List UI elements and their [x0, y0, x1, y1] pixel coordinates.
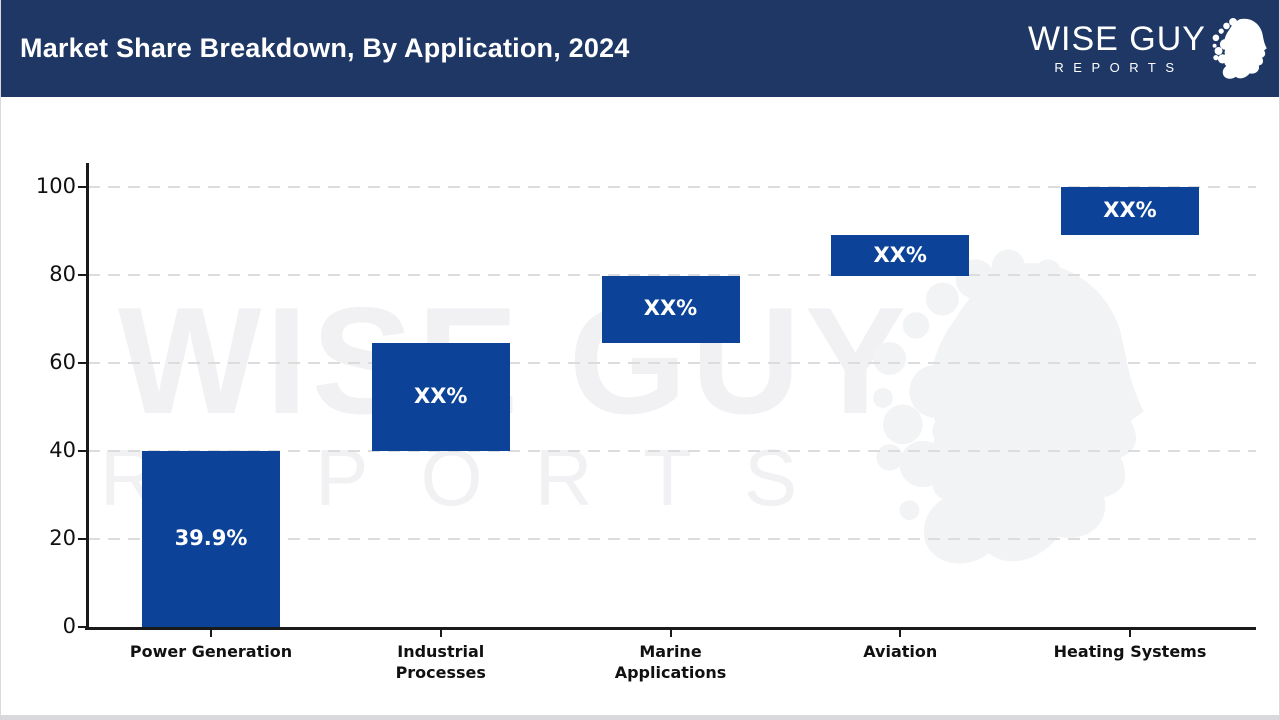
waterfall-chart: 0 20 40 60 80 100 39.9% Power Generation XX% Indu… — [0, 97, 1280, 715]
y-tick-60 — [78, 362, 86, 364]
bar-value-label: XX% — [414, 384, 468, 409]
bar-power-generation — [142, 451, 280, 627]
x-axis-line — [85, 627, 1256, 630]
watermark-head-profile-dots-icon — [850, 222, 1180, 607]
category-label-marine-applications: Marine Applications — [561, 641, 781, 683]
category-label-power-generation: Power Generation — [101, 641, 321, 662]
y-tick-label-40: 40 — [49, 438, 76, 462]
x-tick-3 — [899, 629, 902, 637]
watermark-brand-text: WISE GUY — [118, 276, 911, 446]
category-label-heating-systems: Heating Systems — [1020, 641, 1240, 662]
gridline-40 — [88, 450, 1256, 452]
category-label-line: Marine — [639, 642, 702, 661]
head-profile-dots-icon — [1208, 8, 1274, 90]
bar-value-label: XX% — [643, 296, 698, 321]
gridline-80 — [88, 274, 1256, 276]
y-tick-label-60: 60 — [49, 350, 76, 374]
bar-value-label: XX% — [1103, 198, 1157, 223]
y-tick-label-20: 20 — [49, 526, 76, 550]
bar-value-label: XX% — [873, 242, 927, 267]
category-label-line: Heating Systems — [1053, 642, 1207, 661]
category-label-line: Aviation — [863, 642, 938, 661]
category-label-industrial-processes: Industrial Processes — [331, 641, 551, 683]
x-tick-0 — [210, 629, 212, 637]
brand-logo: WISE GUY REPORTS — [1028, 8, 1280, 90]
bar-heating-systems — [1061, 187, 1199, 236]
x-tick-4 — [1129, 629, 1131, 637]
y-tick-label-100: 100 — [35, 174, 76, 198]
brand-name-label: WISE GUY — [1027, 20, 1206, 58]
brand-logo-text: WISE GUY REPORTS — [1028, 22, 1206, 75]
gridline-20 — [88, 538, 1256, 540]
bar-industrial-processes — [371, 342, 510, 452]
y-tick-label-0: 0 — [62, 614, 76, 638]
page-title: Market Share Breakdown, By Application, … — [20, 33, 630, 63]
footer-strip — [0, 715, 1280, 720]
y-tick-80 — [78, 274, 86, 276]
bar-marine-applications — [601, 275, 740, 343]
y-tick-0 — [78, 626, 86, 628]
header-bar: Market Share Breakdown, By Application, … — [0, 0, 1280, 97]
category-label-line: Power Generation — [129, 642, 293, 661]
y-tick-label-80: 80 — [49, 262, 76, 286]
y-tick-100 — [78, 186, 86, 188]
category-label-aviation: Aviation — [790, 641, 1010, 662]
brand-reports-label: REPORTS — [1054, 60, 1184, 75]
y-tick-20 — [78, 538, 86, 540]
category-label-line: Applications — [614, 663, 727, 682]
bar-aviation — [831, 235, 970, 276]
x-tick-2 — [669, 629, 672, 637]
gridline-60 — [88, 362, 1256, 364]
gridline-100 — [88, 186, 1256, 188]
y-tick-40 — [78, 450, 86, 452]
category-label-line: Processes — [395, 663, 486, 682]
bar-value-label: 39.9% — [174, 526, 248, 551]
category-label-line: Industrial — [397, 642, 485, 661]
y-axis-line — [86, 163, 89, 629]
x-tick-1 — [439, 629, 442, 637]
